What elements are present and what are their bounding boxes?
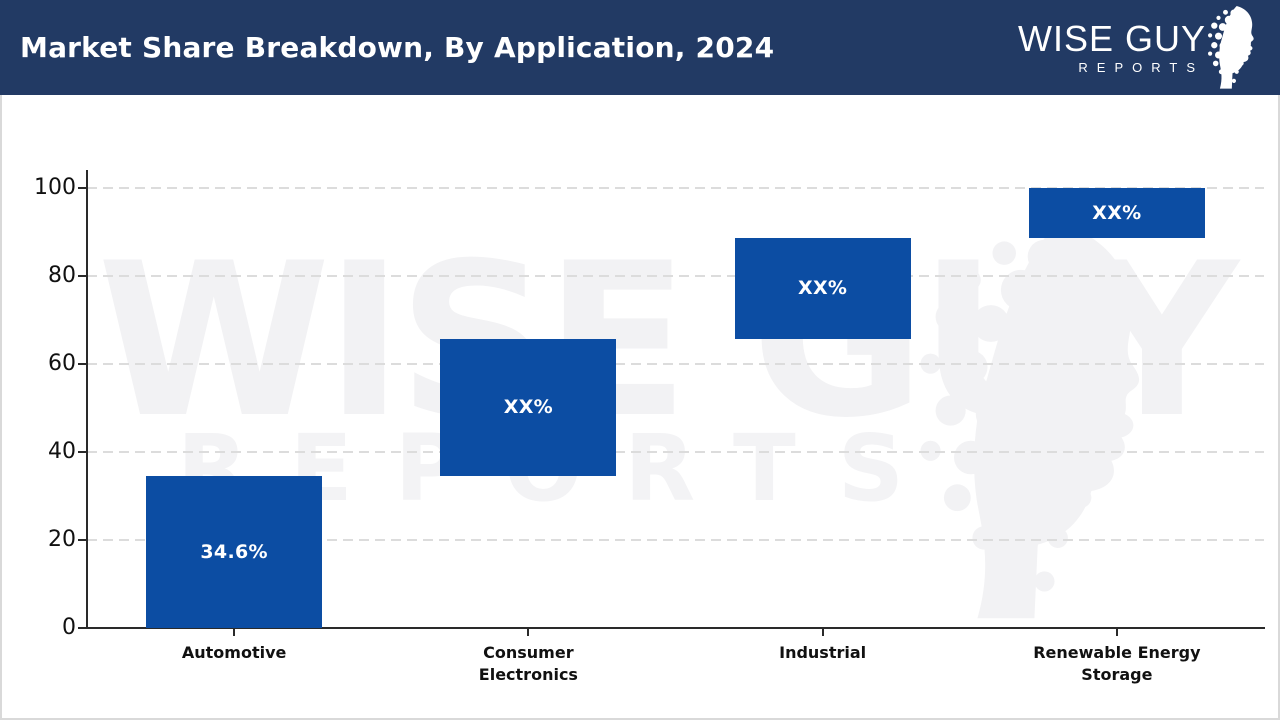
y-axis-tick-label: 60 [48, 350, 76, 376]
y-tick-mark [78, 538, 87, 541]
x-axis-category-label: Industrial [676, 642, 970, 664]
x-tick-mark [233, 628, 236, 636]
page-title: Market Share Breakdown, By Application, … [20, 31, 775, 64]
bar-segment: XX% [1028, 187, 1205, 238]
chart-canvas: WISE GUY REPORTS 02040608010034.6%Automo… [0, 95, 1280, 720]
x-axis-line [86, 627, 1265, 629]
y-tick-mark [78, 362, 87, 365]
bar-segment: 34.6% [146, 475, 323, 628]
header: Market Share Breakdown, By Application, … [0, 0, 1280, 95]
x-axis-category-label-line: Automotive [181, 643, 287, 662]
bar-value-label: XX% [798, 277, 848, 300]
gridline [87, 186, 1264, 189]
x-axis-category-label-line: Renewable Energy [1033, 643, 1201, 662]
bar-value-label: 34.6% [200, 540, 268, 563]
brand-name: WISE GUY [1017, 17, 1206, 59]
x-axis-category-label: Consumer Electronics [381, 642, 675, 685]
x-axis-category-label-line: Consumer [483, 643, 574, 662]
gridline [87, 362, 1264, 365]
x-axis-category-label-line: Industrial [779, 643, 867, 662]
y-axis-tick-label: 20 [48, 526, 76, 552]
x-tick-mark [1115, 628, 1118, 636]
x-axis-category-label-line: Electronics [478, 664, 578, 684]
bar-segment: XX% [440, 339, 617, 476]
x-tick-mark [821, 628, 824, 636]
gridline [87, 450, 1264, 453]
gridline [87, 274, 1264, 277]
x-tick-mark [527, 628, 530, 636]
y-tick-mark [78, 274, 87, 277]
bar-value-label: XX% [1092, 201, 1142, 224]
x-axis-category-label: Automotive [87, 642, 381, 664]
y-axis-tick-label: 80 [48, 262, 76, 288]
y-axis-tick-label: 100 [34, 174, 76, 200]
y-axis-tick-label: 0 [62, 615, 76, 640]
plot-area: 0 20 40 60 80 100 34.6% Automotive XX% Consumer El… [2, 95, 1278, 718]
bar-value-label: XX% [503, 396, 553, 419]
y-axis-tick-label: 40 [48, 438, 76, 464]
y-axis-line [86, 170, 88, 628]
y-tick-mark [78, 450, 87, 453]
brand-face-icon [1196, 6, 1262, 90]
y-tick-mark [78, 186, 87, 189]
brand-subtitle: REPORTS [1078, 59, 1204, 75]
x-axis-category-label: Renewable Energy Storage [970, 642, 1264, 685]
gridline [87, 538, 1264, 541]
y-tick-mark [78, 627, 87, 629]
x-axis-category-label-line: Storage [1081, 664, 1153, 684]
brand-logo-text: WISE GUY REPORTS [1017, 17, 1206, 75]
brand-logo: WISE GUY REPORTS [1018, 6, 1262, 90]
bar-segment: XX% [734, 237, 911, 340]
